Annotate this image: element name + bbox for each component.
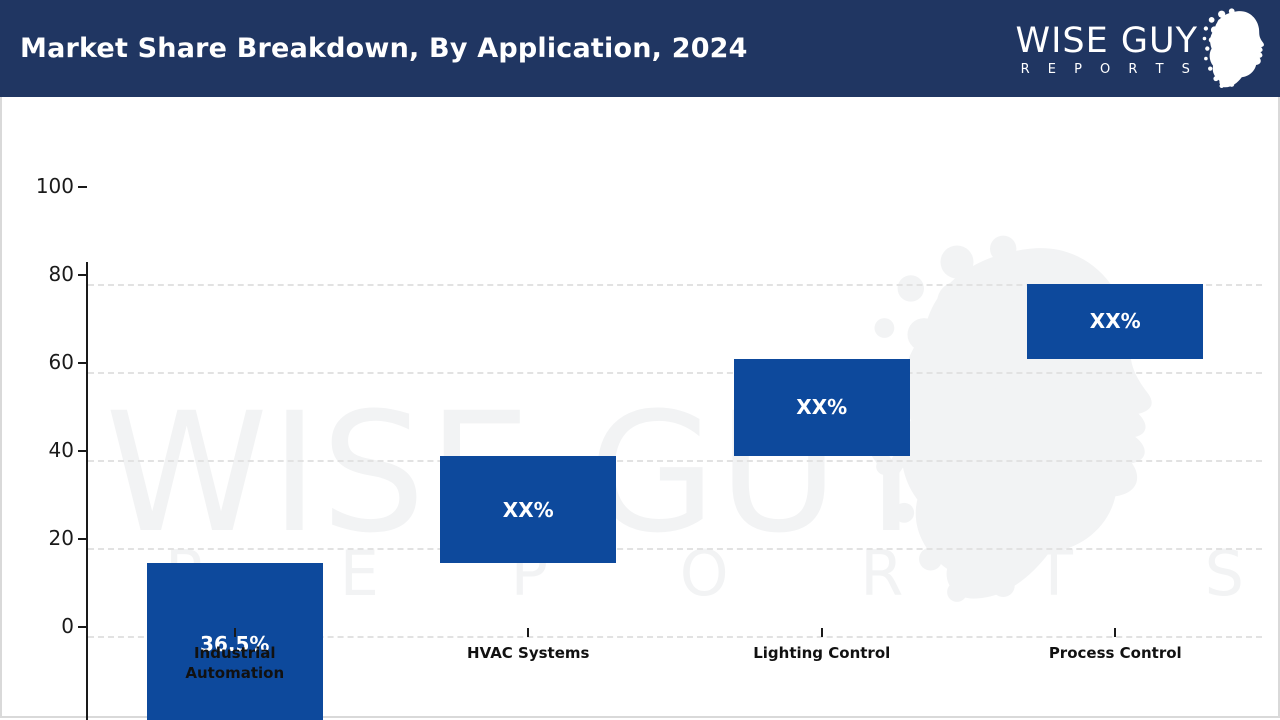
y-tick-label: 60	[48, 350, 74, 374]
bar-industrial-automation: 36.5%	[146, 563, 323, 720]
y-tick-mark	[78, 186, 87, 188]
dot-head-logo-icon	[1200, 7, 1272, 93]
brand-name: WISE GUY	[1015, 21, 1198, 62]
bar-lighting-control: XX%	[733, 358, 910, 456]
gridline	[88, 548, 1262, 550]
x-tick-mark	[1114, 628, 1117, 637]
y-tick-mark	[78, 538, 87, 540]
brand-logo: WISE GUY R E P O R T S	[1015, 6, 1272, 94]
y-axis	[86, 262, 88, 720]
y-tick-label: 80	[48, 262, 74, 286]
y-tick-label: 40	[48, 438, 74, 462]
gridline	[88, 372, 1262, 374]
gridline	[88, 284, 1262, 286]
brand-subtitle: R E P O R T S	[1020, 61, 1197, 77]
page-title: Market Share Breakdown, By Application, …	[20, 33, 748, 64]
bar-value-label: XX%	[1089, 309, 1141, 334]
brand-logo-text: WISE GUY R E P O R T S	[1015, 23, 1198, 77]
gridline	[88, 460, 1262, 462]
x-tick-mark	[820, 628, 823, 637]
bar-hvac-systems: XX%	[440, 455, 617, 564]
x-tick-mark	[527, 628, 530, 637]
bar-value-label: XX%	[502, 497, 554, 522]
category-label: Lighting Control	[753, 644, 891, 662]
category-label: Industrial Automation	[185, 644, 285, 683]
y-tick-mark	[78, 626, 87, 628]
y-tick-label: 100	[35, 174, 74, 198]
header-bar: Market Share Breakdown, By Application, …	[0, 0, 1280, 97]
y-tick-mark	[78, 274, 87, 276]
gridline	[88, 636, 1262, 638]
x-tick-mark	[233, 628, 236, 637]
category-label: Process Control	[1048, 644, 1182, 662]
y-tick-label: 20	[48, 526, 74, 550]
bar-value-label: XX%	[796, 395, 848, 420]
y-tick-mark	[78, 362, 87, 364]
y-tick-mark	[78, 450, 87, 452]
bar-process-control: XX%	[1027, 284, 1204, 359]
y-tick-label: 0	[61, 614, 74, 638]
category-label: HVAC Systems	[467, 644, 590, 662]
